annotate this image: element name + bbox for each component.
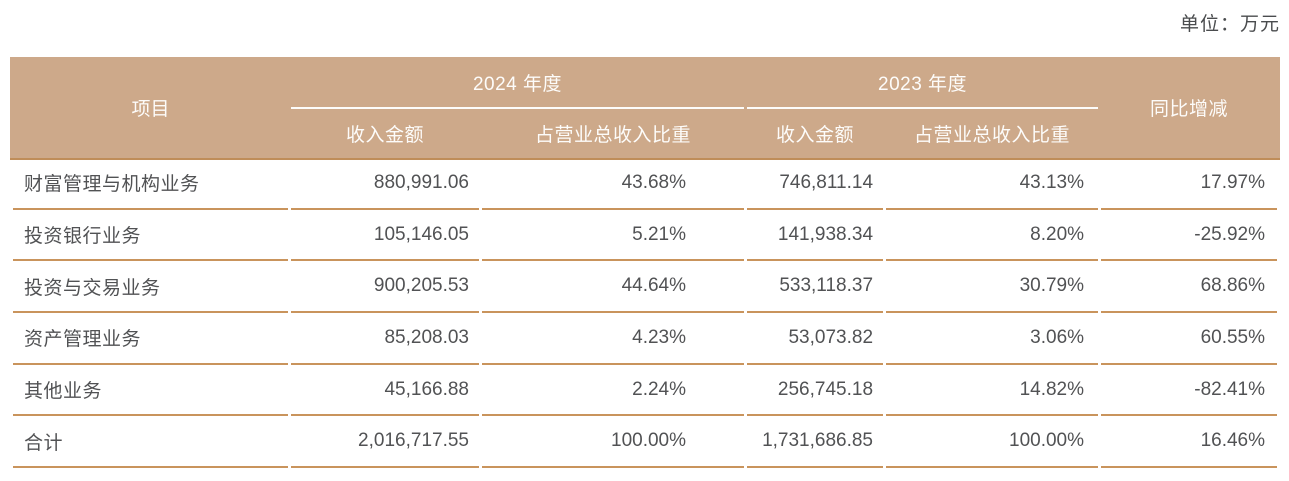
cell-revenue-2024: 105,146.05: [291, 210, 479, 262]
cell-revenue-2023: 256,745.18: [747, 365, 884, 417]
cell-share-2024: 4.23%: [482, 313, 745, 365]
table-body: 财富管理与机构业务 880,991.06 43.68% 746,811.14 4…: [13, 158, 1278, 469]
col-header-share-2024: 占营业总收入比重: [535, 125, 692, 146]
header-row-groups: 项目 2024 年度 2023 年度 同比增减: [13, 57, 1277, 121]
cell-share-2024: 100.00%: [482, 416, 745, 469]
col-header-yoy: 同比增减: [1150, 99, 1229, 120]
cell-revenue-2024: 85,208.03: [291, 313, 479, 365]
cell-share-2023: 100.00%: [886, 416, 1099, 469]
cell-project: 财富管理与机构业务: [13, 158, 288, 210]
cell-share-2023: 30.79%: [886, 261, 1099, 314]
cell-project: 投资银行业务: [13, 210, 288, 262]
cell-share-2023: 43.13%: [886, 158, 1099, 210]
header-row-subcolumns: 收入金额 占营业总收入比重 收入金额 占营业总收入比重: [13, 109, 1277, 158]
cell-project: 资产管理业务: [13, 313, 288, 365]
cell-revenue-2023: 141,938.34: [747, 210, 884, 262]
cell-yoy: 16.46%: [1101, 416, 1278, 469]
cell-revenue-2023: 533,118.37: [747, 261, 884, 314]
cell-yoy: 17.97%: [1101, 158, 1278, 210]
cell-share-2024: 2.24%: [482, 365, 745, 417]
unit-label: 单位：万元: [1179, 14, 1280, 35]
col-header-share-2023: 占营业总收入比重: [914, 125, 1071, 146]
cell-revenue-2024: 880,991.06: [291, 158, 479, 210]
cell-revenue-2024: 45,166.88: [291, 365, 479, 417]
cell-revenue-2023: 53,073.82: [747, 313, 884, 365]
col-header-revenue-2023: 收入金额: [776, 125, 855, 146]
cell-project: 投资与交易业务: [13, 261, 288, 314]
cell-share-2024: 5.21%: [482, 210, 745, 262]
col-group-2024: 2024 年度: [291, 57, 745, 109]
cell-yoy: 60.55%: [1101, 313, 1278, 365]
cell-share-2024: 44.64%: [482, 261, 745, 314]
segment-revenue-table: 项目 2024 年度 2023 年度 同比增减 收入金额 占营业总收入比重 收入…: [10, 57, 1280, 469]
cell-revenue-2024: 2,016,717.55: [291, 416, 479, 469]
cell-yoy: -82.41%: [1101, 365, 1278, 417]
cell-share-2023: 14.82%: [886, 365, 1099, 417]
table-row-wealth-management: 财富管理与机构业务 880,991.06 43.68% 746,811.14 4…: [13, 158, 1278, 210]
table-row-investment-banking: 投资银行业务 105,146.05 5.21% 141,938.34 8.20%…: [13, 210, 1278, 262]
col-group-2023: 2023 年度: [747, 57, 1099, 109]
cell-project: 合计: [13, 416, 288, 469]
cell-share-2023: 8.20%: [886, 210, 1099, 262]
data-table: 项目 2024 年度 2023 年度 同比增减 收入金额 占营业总收入比重 收入…: [10, 57, 1280, 469]
col-header-project: 项目: [131, 99, 170, 120]
cell-yoy: 68.86%: [1101, 261, 1278, 314]
cell-revenue-2024: 900,205.53: [291, 261, 479, 314]
table-row-total: 合计 2,016,717.55 100.00% 1,731,686.85 100…: [13, 416, 1278, 469]
table-header: 项目 2024 年度 2023 年度 同比增减 收入金额 占营业总收入比重 收入…: [13, 57, 1277, 158]
table-row-asset-management: 资产管理业务 85,208.03 4.23% 53,073.82 3.06% 6…: [13, 313, 1278, 365]
table-row-investment-trading: 投资与交易业务 900,205.53 44.64% 533,118.37 30.…: [13, 261, 1278, 314]
cell-project: 其他业务: [13, 365, 288, 417]
table-row-other-business: 其他业务 45,166.88 2.24% 256,745.18 14.82% -…: [13, 365, 1278, 417]
cell-yoy: -25.92%: [1101, 210, 1278, 262]
cell-share-2024: 43.68%: [482, 158, 745, 210]
col-header-revenue-2024: 收入金额: [345, 125, 424, 146]
cell-revenue-2023: 746,811.14: [747, 158, 884, 210]
cell-share-2023: 3.06%: [886, 313, 1099, 365]
cell-revenue-2023: 1,731,686.85: [747, 416, 884, 469]
